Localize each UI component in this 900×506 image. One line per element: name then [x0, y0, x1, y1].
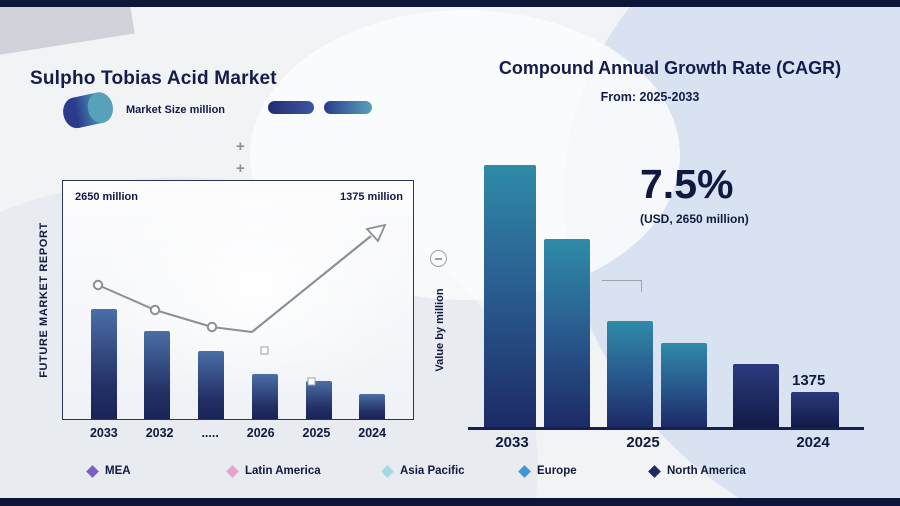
left-bar: [305, 381, 332, 419]
left-x-label: 2024: [358, 426, 387, 440]
left-bar: [144, 331, 171, 419]
left-bar: [198, 351, 225, 419]
left-x-label: .....: [201, 426, 219, 440]
left-x-label: 2026: [246, 426, 275, 440]
circle-icon: [430, 250, 447, 267]
left-bar: [359, 394, 386, 419]
left-x-label: 2033: [89, 426, 118, 440]
value-callout: 1375: [792, 372, 826, 389]
plus-icon: +: [236, 160, 245, 177]
cagr-note: (USD, 2650 million): [640, 212, 749, 226]
max-value-label: 2650 million: [75, 191, 138, 203]
legend-label: Europe: [537, 465, 577, 477]
corner-decoration: [0, 0, 135, 62]
left-bar: [90, 309, 117, 419]
market-size-legend: Market Size million: [62, 92, 226, 129]
market-size-label: Market Size million: [126, 104, 226, 116]
right-x-label: 2025: [626, 434, 660, 451]
legend-diamond-icon: [648, 464, 661, 478]
left-bars: [63, 279, 413, 419]
left-x-label: 2025: [302, 426, 331, 440]
left-x-labels: 2033 2032..... 2026 2025 2024: [62, 426, 414, 440]
cylinder-icon: [63, 92, 113, 129]
cagr-title: Compound Annual Growth Rate (CAGR): [498, 58, 842, 78]
bottom-border: [0, 498, 900, 506]
x-axis-line: [468, 427, 864, 430]
pill-dark-icon: [268, 101, 314, 114]
step-line-icon: [602, 280, 642, 292]
cagr-period: From: 2025-2033: [600, 90, 700, 104]
left-bar: [251, 374, 278, 419]
min-value-label: 1375 million: [340, 191, 403, 203]
page-title: Sulpho Tobias Acid Market: [30, 67, 277, 89]
cagr-value: 7.5%: [640, 161, 734, 207]
plus-icon: +: [236, 138, 245, 155]
pill-decoration: [268, 101, 372, 114]
left-x-label: 2032: [145, 426, 174, 440]
value-axis-label: Value by million: [434, 288, 446, 372]
market-size-chart: 2650 million 1375 million: [62, 180, 414, 420]
report-side-label: FUTURE MARKET REPORT: [38, 222, 50, 378]
top-border: [0, 0, 900, 7]
pill-gradient-icon: [324, 101, 372, 114]
